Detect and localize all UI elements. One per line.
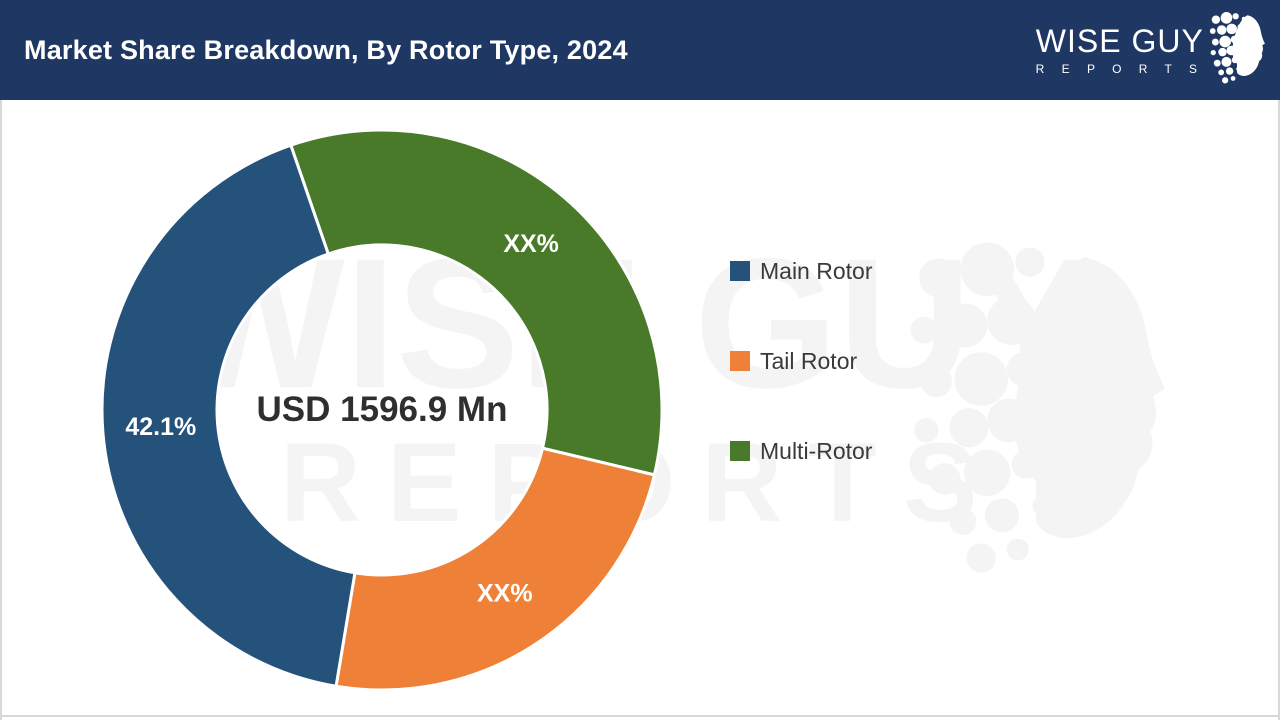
logo-subtitle: R E P O R T S — [1035, 62, 1204, 76]
legend-label-tail-rotor: Tail Rotor — [760, 347, 858, 374]
chart-legend: Main Rotor Tail Rotor Multi-Rotor — [730, 258, 872, 464]
legend-item-main-rotor[interactable]: Main Rotor — [730, 258, 872, 284]
slice-label-tail-rotor: XX% — [477, 580, 533, 608]
header: Market Share Breakdown, By Rotor Type, 2… — [0, 0, 1280, 100]
legend-item-tail-rotor[interactable]: Tail Rotor — [730, 348, 872, 374]
legend-label-main-rotor: Main Rotor — [760, 257, 873, 284]
donut-segment-tail-rotor[interactable] — [334, 446, 657, 692]
page-title: Market Share Breakdown, By Rotor Type, 2… — [24, 34, 628, 65]
legend-swatch-main-rotor — [730, 261, 750, 281]
wiseguy-logo: WISE GUY R E P O R T S — [1036, 7, 1266, 93]
logo-text: WISE GUY R E P O R T S — [1036, 25, 1204, 75]
slice-label-main-rotor: 42.1% — [125, 413, 196, 441]
donut-segment-multi-rotor[interactable] — [288, 128, 664, 477]
legend-swatch-multi-rotor — [730, 441, 750, 461]
donut-segment-main-rotor[interactable] — [100, 143, 357, 688]
bottom-divider — [2, 715, 1278, 717]
logo-name: WISE GUY — [1035, 23, 1204, 59]
donut-chart: XX% XX% 42.1% — [100, 128, 664, 692]
wiseguy-face-icon — [1209, 12, 1265, 84]
slice-label-multi-rotor: XX% — [503, 230, 559, 258]
legend-label-multi-rotor: Multi-Rotor — [760, 437, 873, 464]
watermark-face-icon — [910, 242, 1166, 573]
legend-item-multi-rotor[interactable]: Multi-Rotor — [730, 438, 872, 464]
donut-center-value: USD 1596.9 Mn — [256, 390, 508, 429]
legend-swatch-tail-rotor — [730, 351, 750, 371]
